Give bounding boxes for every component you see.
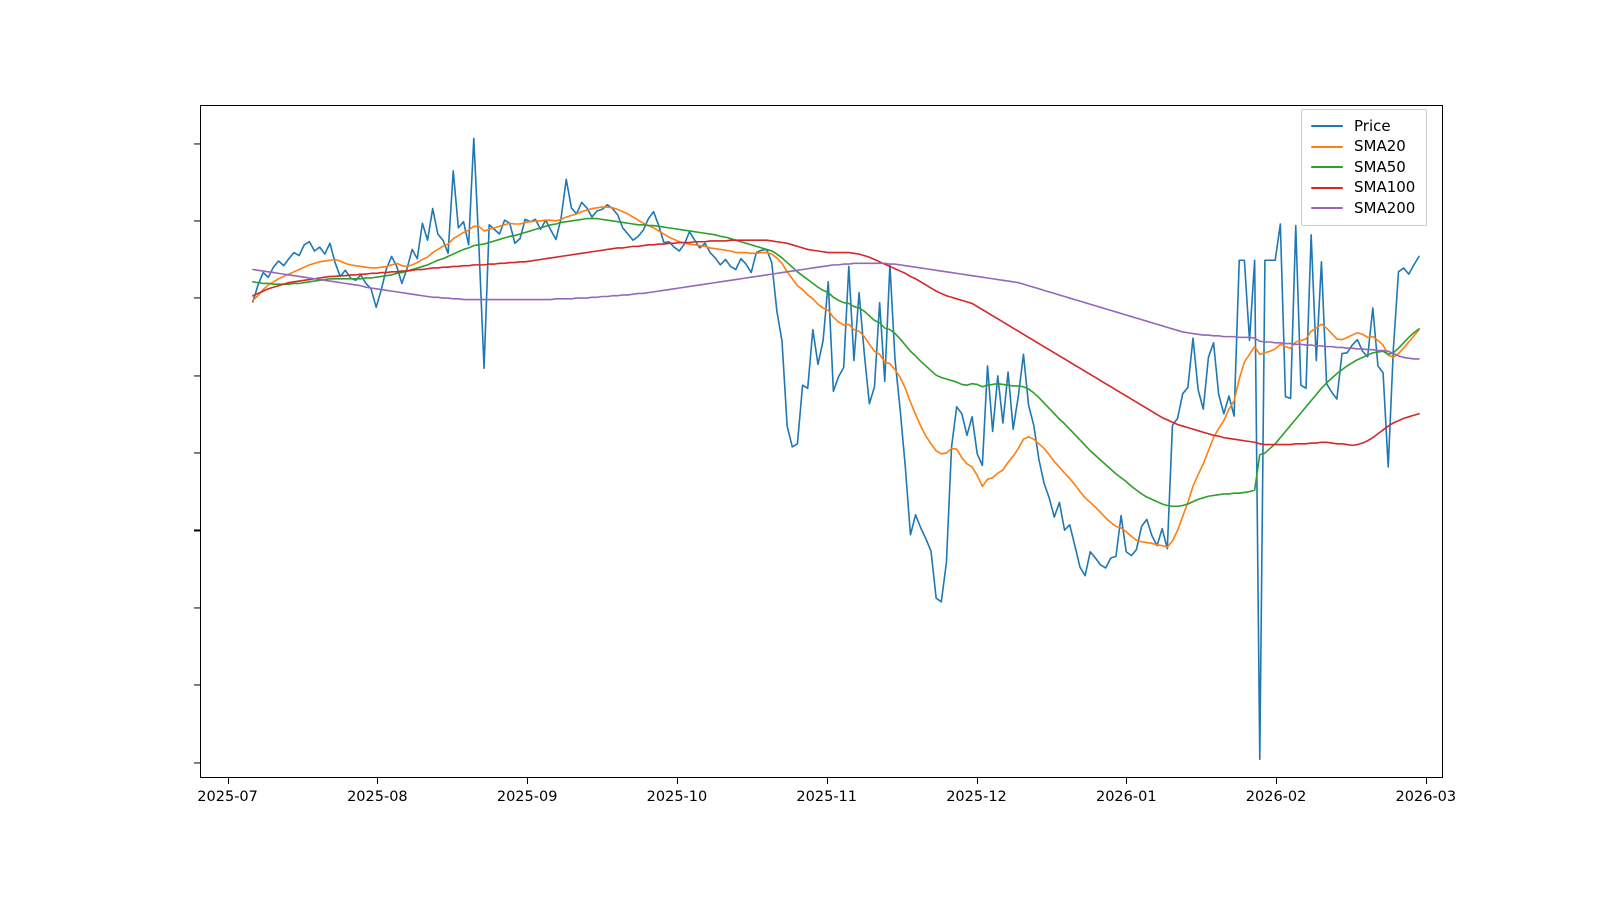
- legend-item-sma20[interactable]: SMA20: [1311, 137, 1415, 158]
- legend-swatch-sma20-icon: [1311, 145, 1343, 148]
- x-tick-label: 2025-08: [347, 789, 408, 805]
- legend-swatch-sma100-icon: [1311, 186, 1343, 189]
- x-tick-label: 2025-10: [646, 789, 708, 805]
- series-line-sma200: [253, 263, 1419, 359]
- x-tick-mark: [1276, 778, 1278, 784]
- legend-item-sma50[interactable]: SMA50: [1311, 157, 1415, 178]
- x-tick-mark: [527, 778, 529, 784]
- series-line-sma20: [253, 207, 1419, 547]
- x-tick-label: 2026-03: [1395, 789, 1457, 805]
- legend-swatch-price-icon: [1311, 125, 1343, 128]
- x-tick-mark: [676, 778, 679, 784]
- legend-swatch-sma50-icon: [1311, 166, 1343, 169]
- series-line-price: [253, 138, 1419, 759]
- x-tick-label: 2025-11: [796, 789, 858, 805]
- series-line-sma50: [253, 219, 1419, 507]
- legend-label: SMA20: [1354, 137, 1406, 156]
- legend-label: SMA200: [1354, 198, 1416, 217]
- x-tick-label: 2025-09: [496, 789, 558, 805]
- legend-item-price[interactable]: Price: [1311, 116, 1415, 137]
- legend-label: SMA100: [1354, 178, 1416, 197]
- x-tick-label: 2026-02: [1245, 789, 1307, 805]
- x-tick-mark: [227, 778, 229, 784]
- x-tick-mark: [976, 778, 978, 784]
- legend-item-sma200[interactable]: SMA200: [1311, 198, 1415, 219]
- legend-swatch-sma200-icon: [1311, 207, 1343, 210]
- legend-label: Price: [1354, 116, 1391, 135]
- x-tick-label: 2026-01: [1095, 789, 1157, 805]
- chart-lines: [201, 106, 1442, 777]
- x-tick-label: 2025-12: [946, 789, 1007, 805]
- x-tick-mark: [377, 778, 379, 784]
- x-tick-label: 2025-07: [197, 789, 258, 805]
- series-line-sma100: [253, 240, 1419, 445]
- x-tick-mark: [1425, 778, 1427, 784]
- legend-label: SMA50: [1354, 157, 1406, 176]
- x-tick-mark: [1126, 778, 1128, 784]
- chart-legend[interactable]: Price SMA20 SMA50 SMA100 SMA200: [1301, 109, 1428, 226]
- x-tick-mark: [826, 778, 828, 784]
- plot-area: [200, 105, 1443, 778]
- legend-item-sma100[interactable]: SMA100: [1311, 178, 1415, 199]
